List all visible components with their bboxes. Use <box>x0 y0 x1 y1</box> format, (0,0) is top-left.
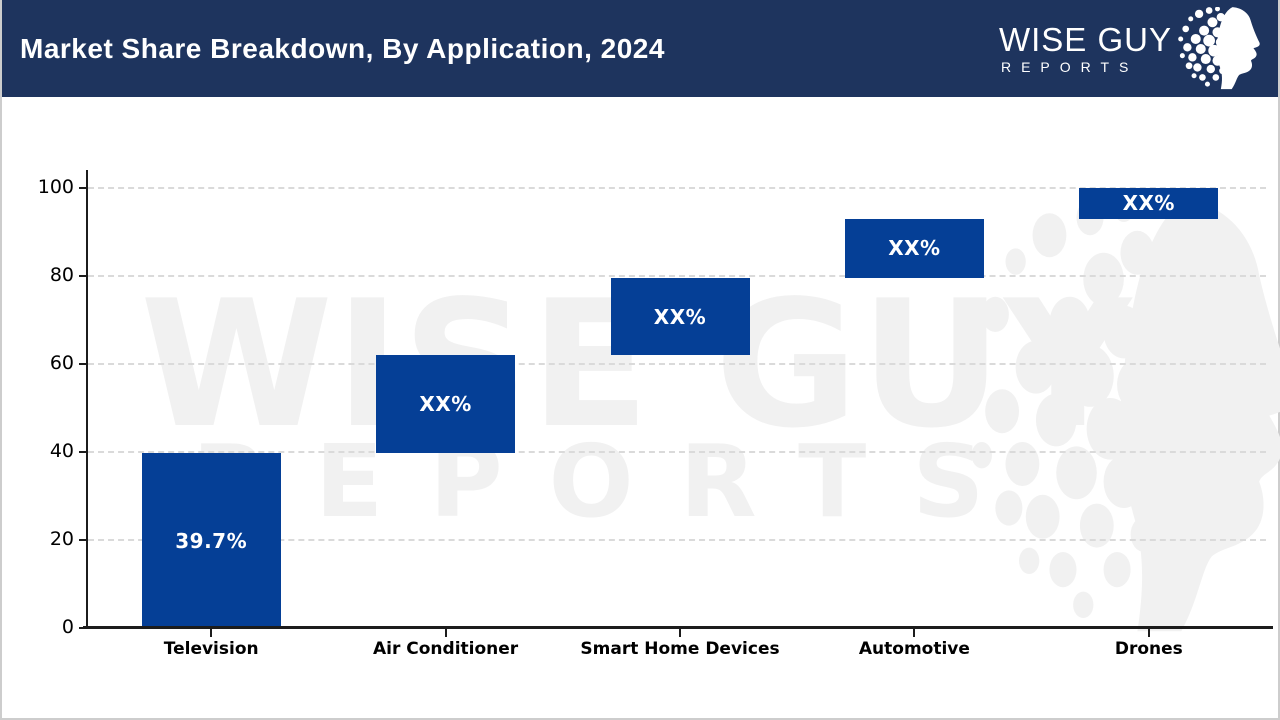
x-tick-mark-smart-home-devices <box>679 629 681 637</box>
y-tick-mark-20 <box>79 539 87 541</box>
category-label-air-conditioner: Air Conditioner <box>372 639 519 659</box>
bar-air-conditioner: XX% <box>376 355 516 454</box>
logo-brand-sub: REPORTS <box>1000 59 1139 75</box>
bar-drones: XX% <box>1079 188 1219 219</box>
bar-smart-home-devices: XX% <box>610 278 750 356</box>
y-tick-label-0: 0 <box>61 616 74 638</box>
gridline-100 <box>88 187 1266 189</box>
gridline-80 <box>88 275 1266 277</box>
y-tick-mark-0 <box>79 627 87 629</box>
header-bar: Market Share Breakdown, By Application, … <box>0 0 1280 97</box>
y-tick-mark-80 <box>79 275 87 277</box>
gridline-60 <box>88 363 1266 365</box>
y-tick-label-20: 20 <box>49 528 74 550</box>
gridline-20 <box>88 539 1266 541</box>
category-label-drones: Drones <box>1114 639 1183 659</box>
x-tick-mark-television <box>210 629 213 637</box>
bar-value-label-television: 39.7% <box>175 528 248 553</box>
y-tick-label-100: 100 <box>37 176 74 198</box>
category-label-automotive: Automotive <box>858 639 970 659</box>
y-tick-label-40: 40 <box>49 440 74 462</box>
watermark-face-icon <box>964 200 1280 632</box>
y-tick-mark-100 <box>79 187 87 189</box>
x-tick-mark-air-conditioner <box>444 629 447 637</box>
y-axis-line <box>86 170 88 629</box>
category-label-smart-home-devices: Smart Home Devices <box>580 639 780 659</box>
x-axis-line <box>83 626 1273 629</box>
wise-guy-logo: WISE GUY REPORTS <box>999 6 1266 91</box>
logo-wordmark: WISE GUY REPORTS <box>999 23 1172 74</box>
bar-automotive: XX% <box>844 218 984 279</box>
page-title: Market Share Breakdown, By Application, … <box>20 32 665 64</box>
x-tick-mark-automotive <box>913 629 916 637</box>
y-tick-label-60: 60 <box>49 352 74 374</box>
logo-face-dots <box>1178 6 1232 87</box>
watermark-sub-text: REPORTS <box>192 423 1031 540</box>
y-tick-mark-60 <box>79 363 87 365</box>
logo-brand-name: WISE GUY <box>998 21 1172 58</box>
y-tick-mark-40 <box>79 451 87 453</box>
logo-face-profile <box>1216 6 1260 89</box>
gridline-40 <box>88 451 1266 453</box>
y-tick-label-80: 80 <box>49 264 74 286</box>
bar-television: 39.7% <box>141 453 281 628</box>
bar-value-label-drones: XX% <box>1122 191 1175 216</box>
bar-value-label-automotive: XX% <box>888 236 941 261</box>
category-label-television: Television <box>163 639 259 659</box>
logo-face-icon <box>1178 6 1260 89</box>
bar-value-label-air-conditioner: XX% <box>419 392 472 417</box>
x-tick-mark-drones <box>1147 629 1150 637</box>
bar-value-label-smart-home-devices: XX% <box>653 304 707 329</box>
